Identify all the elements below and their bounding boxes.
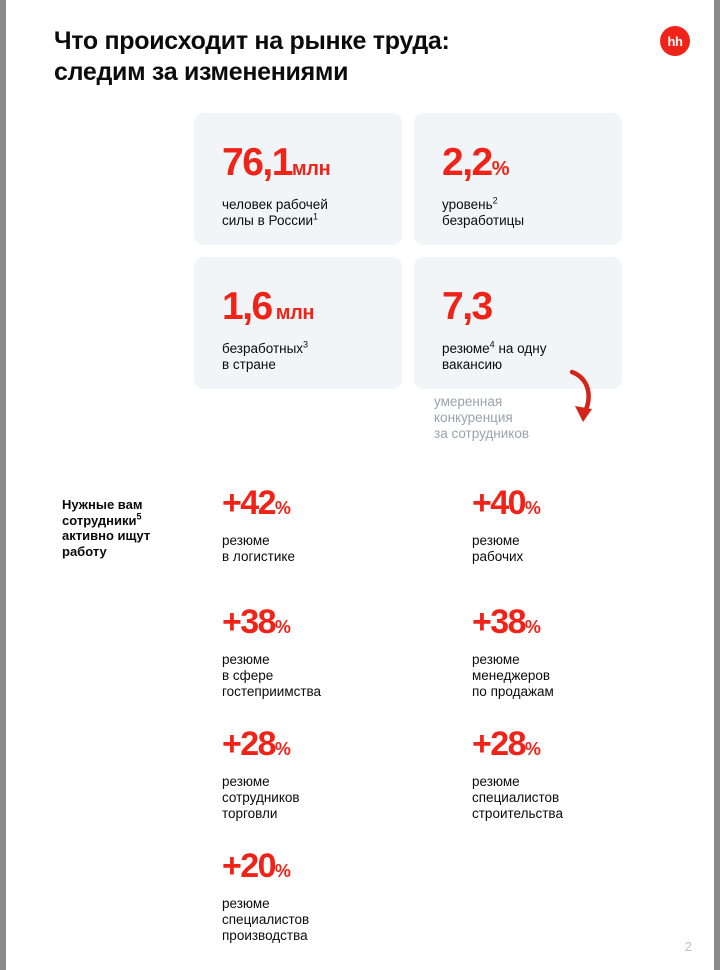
growth-label: резюме сотрудников торговли [222, 774, 300, 821]
growth-item-sales-managers: +38% резюме менеджеров по продажам [472, 604, 554, 700]
stat-footnote-marker: 1 [313, 211, 319, 222]
growth-value-number: +20 [222, 847, 276, 885]
growth-value-unit: % [274, 617, 291, 637]
curved-arrow-icon [569, 369, 592, 422]
stat-cards-grid: 76,1млн человек рабочей силы в России1 2,… [194, 113, 622, 389]
growth-item-blue-collar: +40% резюме рабочих [472, 485, 541, 565]
growth-value-number: +40 [472, 484, 526, 522]
stat-value-number: 1,6 [222, 285, 273, 328]
growth-label: резюме в логистике [222, 533, 295, 564]
growth-value-unit: % [524, 617, 541, 637]
growth-value: +28% [472, 726, 563, 767]
stat-card-label: человек рабочей силы в России1 [222, 197, 374, 229]
stat-label-line2: силы в России [222, 213, 314, 228]
growth-value: +38% [222, 604, 321, 645]
stat-value-unit: % [491, 158, 510, 180]
stat-card-value: 76,1млн [222, 143, 374, 189]
stat-card-label: уровень2 безработицы [442, 195, 594, 229]
side-note-line4: работу [62, 543, 107, 559]
side-note-footnote-marker: 5 [136, 511, 142, 522]
stat-footnote-marker: 4 [489, 339, 495, 350]
stat-value-number: 2,2 [442, 141, 493, 184]
slide-canvas: Что происходит на рынке труда: следим за… [6, 0, 714, 970]
slide-header: Что происходит на рынке труда: следим за… [54, 26, 674, 88]
stat-card-unemployed-count: 1,6 млн безработных3 в стране [194, 257, 402, 389]
growth-label: резюме рабочих [472, 533, 524, 564]
growth-value-unit: % [524, 739, 541, 759]
growth-label: резюме специалистов строительства [472, 774, 563, 821]
stat-value-number: 76,1 [222, 141, 293, 184]
stat-label-line1: уровень [442, 197, 493, 212]
growth-value-number: +42 [222, 484, 276, 522]
growth-label: резюме в сфере гостеприимства [222, 652, 322, 699]
stat-card-value: 1,6 млн [222, 287, 374, 333]
stat-label-line2: вакансию [442, 357, 503, 372]
growth-value: +42% [222, 485, 295, 526]
stat-card-label: безработных3 в стране [222, 339, 374, 373]
viewer-rail-left [0, 0, 6, 970]
stat-value-unit: млн [291, 158, 331, 180]
growth-value-number: +28 [222, 725, 276, 763]
growth-item-logistics: +42% резюме в логистике [222, 485, 295, 565]
growth-value-number: +28 [472, 725, 526, 763]
stat-label-line1: безработных [222, 341, 304, 356]
side-note-line1: Нужные вам [62, 497, 143, 512]
stat-label-line2: безработицы [442, 213, 525, 228]
stat-card-label: резюме4 на одну вакансию [442, 339, 594, 373]
stat-footnote-marker: 3 [303, 339, 309, 350]
growth-value: +38% [472, 604, 554, 645]
growth-value: +40% [472, 485, 541, 526]
growth-value-number: +38 [222, 603, 276, 641]
page-title: Что происходит на рынке труда: следим за… [54, 27, 450, 86]
growth-item-hospitality: +38% резюме в сфере гостеприимства [222, 604, 321, 700]
growth-value-unit: % [274, 739, 291, 759]
stat-label-line1: резюме [442, 341, 490, 356]
stat-value-number: 7,3 [442, 285, 493, 328]
growth-label: резюме менеджеров по продажам [472, 652, 554, 699]
growth-value-number: +38 [472, 603, 526, 641]
growth-label: резюме специалистов производства [222, 896, 310, 943]
stat-label-line2: в стране [222, 357, 276, 372]
stat-label-line1: человек рабочей [222, 197, 328, 212]
stat-card-value: 2,2% [442, 143, 594, 189]
growth-value: +28% [222, 726, 300, 767]
growth-item-manufacturing: +20% резюме специалистов производства [222, 848, 309, 944]
stat-card-labour-force: 76,1млн человек рабочей силы в России1 [194, 113, 402, 245]
stat-card-value: 7,3 [442, 287, 594, 333]
growth-value-unit: % [524, 498, 541, 518]
stat-value-unit: млн [275, 302, 315, 324]
growth-value-unit: % [274, 498, 291, 518]
stat-label-line1-rest: на одну [494, 341, 547, 356]
growth-item-retail: +28% резюме сотрудников торговли [222, 726, 300, 822]
hh-logo-icon: hh [660, 26, 690, 56]
growth-item-construction: +28% резюме специалистов строительства [472, 726, 563, 822]
side-note-line2: сотрудники [62, 512, 137, 528]
growth-value: +20% [222, 848, 309, 889]
competition-note: умеренная конкуренция за сотрудников [434, 394, 530, 441]
side-note-label: Нужные вам сотрудники5 активно ищут работу [62, 497, 202, 559]
side-note-line3: активно ищут [62, 528, 151, 543]
growth-value-unit: % [274, 861, 291, 881]
stat-card-cv-per-vacancy: 7,3 резюме4 на одну вакансию [414, 257, 622, 389]
stat-footnote-marker: 2 [492, 195, 498, 206]
stat-card-unemployment-rate: 2,2% уровень2 безработицы [414, 113, 622, 245]
page-number: 2 [684, 939, 692, 954]
viewer-rail-right [714, 0, 720, 970]
